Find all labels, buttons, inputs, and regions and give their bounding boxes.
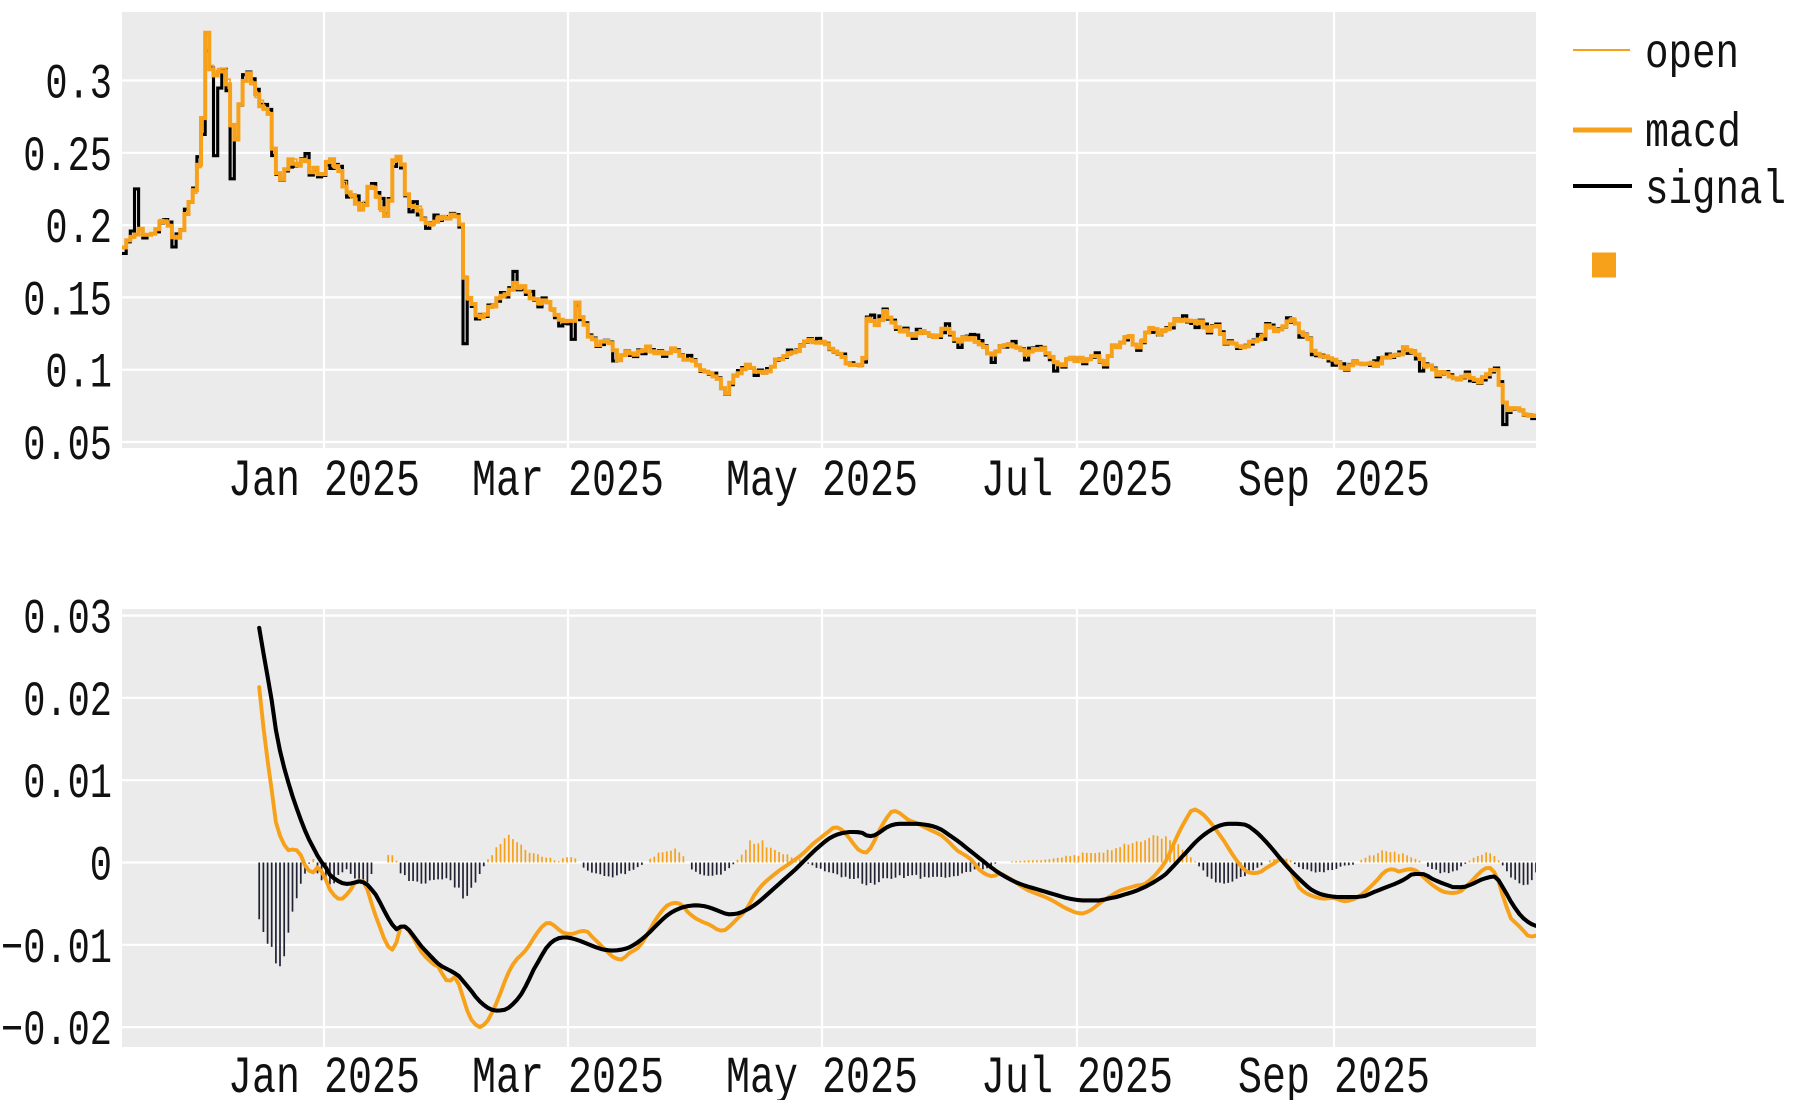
svg-text:open: open (1645, 28, 1739, 82)
svg-text:0.2: 0.2 (45, 201, 112, 257)
svg-text:Jan 2025: Jan 2025 (228, 1049, 420, 1100)
svg-text:signal: signal (1645, 164, 1786, 218)
svg-text:0.15: 0.15 (23, 273, 112, 329)
svg-text:0.02: 0.02 (23, 674, 112, 730)
svg-text:May 2025: May 2025 (726, 452, 918, 511)
svg-text:0: 0 (90, 839, 112, 895)
svg-text:Mar 2025: Mar 2025 (472, 452, 664, 511)
svg-text:0.05: 0.05 (23, 418, 112, 474)
svg-text:0.3: 0.3 (45, 57, 112, 113)
svg-text:0.01: 0.01 (23, 756, 112, 812)
svg-text:Jul 2025: Jul 2025 (981, 1049, 1173, 1100)
svg-text:−0.01: −0.01 (1, 921, 112, 977)
svg-text:Sep 2025: Sep 2025 (1238, 452, 1430, 511)
svg-text:−0.02: −0.02 (1, 1003, 112, 1059)
svg-text:Sep 2025: Sep 2025 (1238, 1049, 1430, 1100)
svg-text:0.1: 0.1 (45, 346, 112, 402)
svg-text:Jul 2025: Jul 2025 (981, 452, 1173, 511)
svg-text:May 2025: May 2025 (726, 1049, 918, 1100)
svg-text:0.25: 0.25 (23, 129, 112, 185)
svg-text:0.03: 0.03 (23, 592, 112, 648)
svg-text:macd: macd (1645, 107, 1741, 161)
svg-text:Mar 2025: Mar 2025 (472, 1049, 664, 1100)
svg-text:Jan 2025: Jan 2025 (228, 452, 420, 511)
